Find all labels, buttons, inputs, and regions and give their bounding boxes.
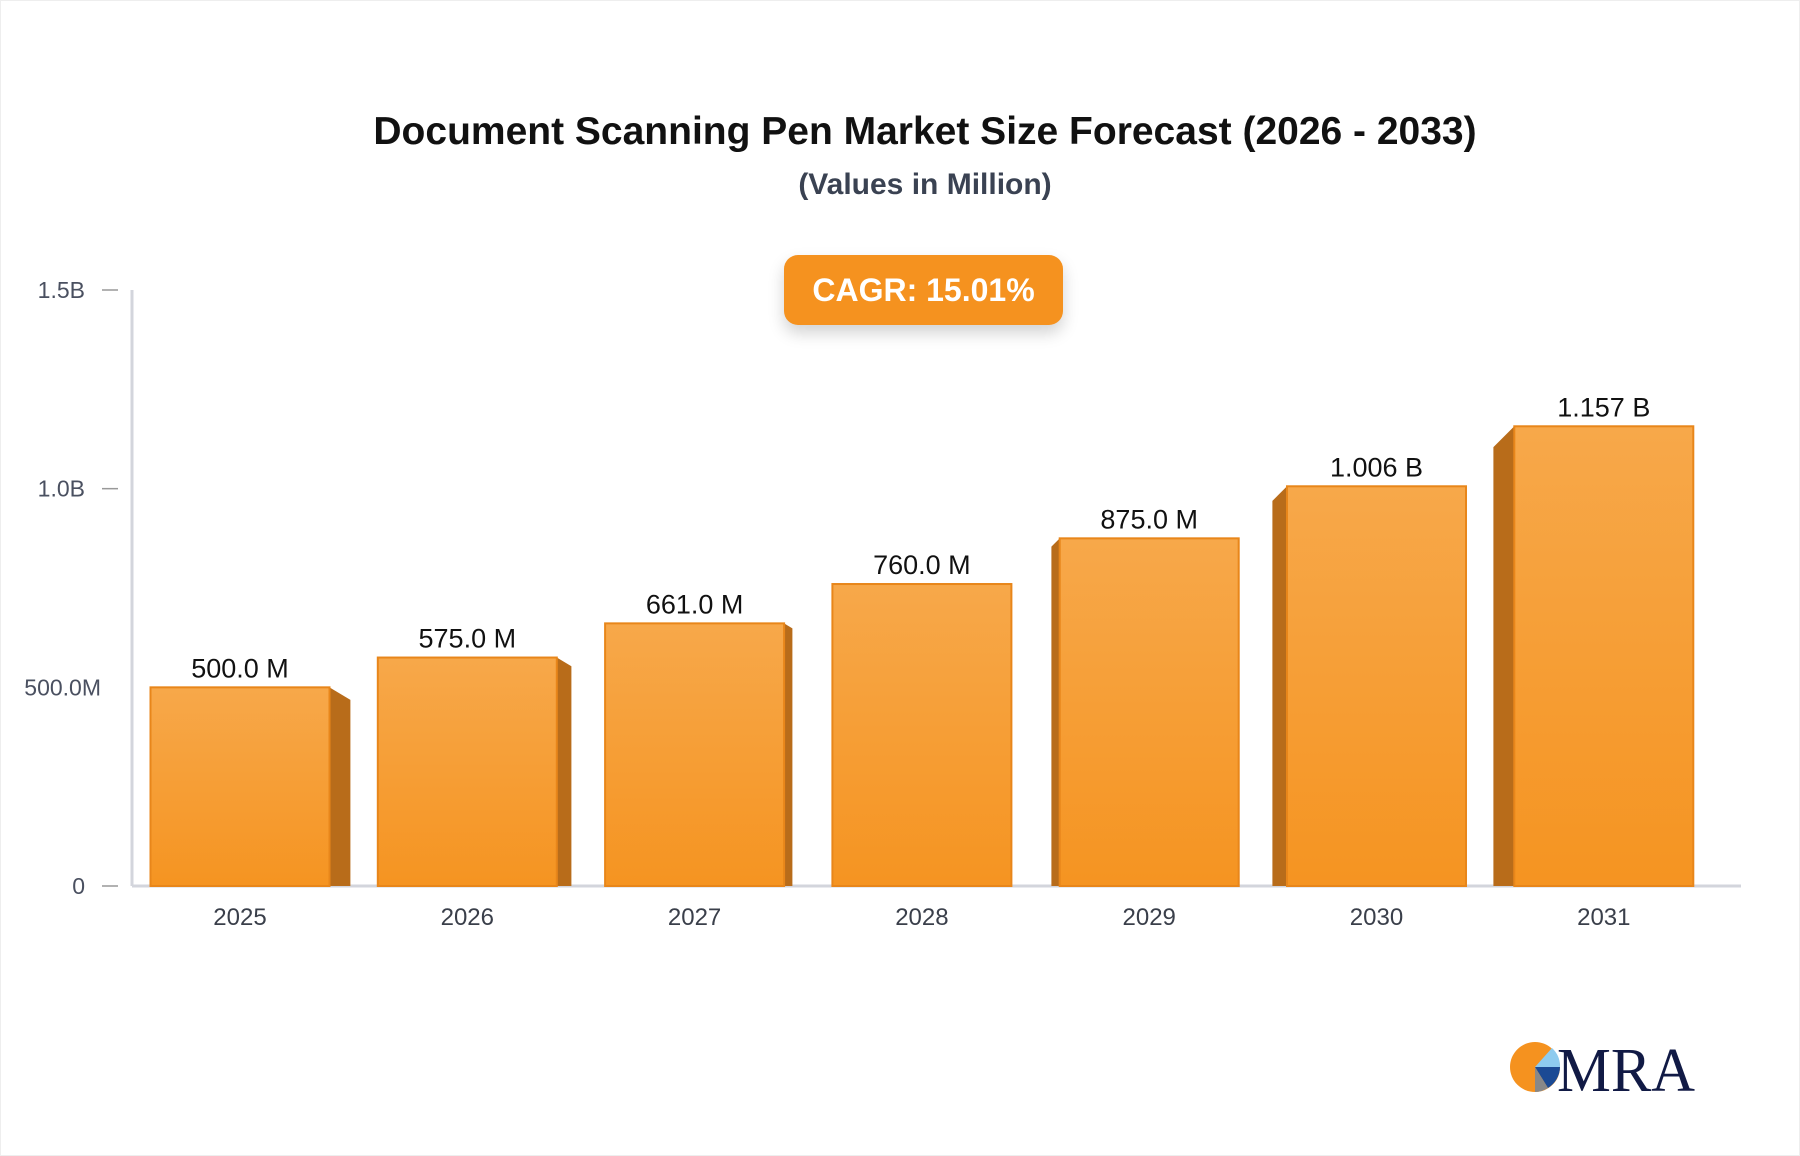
cagr-badge: CAGR: 15.01% — [784, 255, 1063, 325]
y-tick-label: 0 — [72, 873, 85, 899]
svg-text:MRA: MRA — [1557, 1037, 1695, 1100]
bar-side — [1051, 538, 1060, 886]
data-label: 500.0 M — [191, 653, 289, 683]
bar-side — [556, 657, 572, 886]
chart-subtitle: (Values in Million) — [798, 168, 1052, 201]
x-tick-label: 2031 — [1577, 904, 1630, 931]
bar — [1058, 537, 1240, 887]
bar — [1513, 425, 1695, 887]
mra-logo: MRA — [1510, 1037, 1695, 1100]
x-tick-label: 2025 — [213, 904, 266, 931]
x-tick-label: 2029 — [1123, 904, 1176, 931]
bar — [1286, 485, 1467, 887]
x-tick-label: 2028 — [895, 904, 948, 931]
y-tick-label: 1.0B — [38, 476, 85, 502]
bar-side — [1493, 426, 1515, 886]
bar — [604, 622, 786, 887]
data-label: 575.0 M — [419, 624, 517, 654]
data-label: 875.0 M — [1100, 504, 1198, 534]
y-tick-label: 1.5B — [38, 277, 85, 303]
data-label: 1.157 B — [1557, 392, 1650, 422]
x-tick-label: 2026 — [441, 904, 494, 931]
y-tick-label: 500.0M — [24, 674, 101, 700]
bar — [831, 583, 1013, 887]
bar-side — [1272, 486, 1287, 886]
x-tick-label: 2027 — [668, 904, 721, 931]
bar — [149, 686, 331, 887]
bar — [376, 656, 558, 887]
bar-side — [329, 687, 351, 886]
data-label: 661.0 M — [646, 589, 744, 619]
bar-side — [784, 623, 793, 886]
data-label: 1.006 B — [1330, 452, 1423, 482]
x-tick-label: 2030 — [1350, 904, 1403, 931]
chart-title: Document Scanning Pen Market Size Foreca… — [373, 110, 1477, 153]
data-label: 760.0 M — [873, 550, 971, 580]
